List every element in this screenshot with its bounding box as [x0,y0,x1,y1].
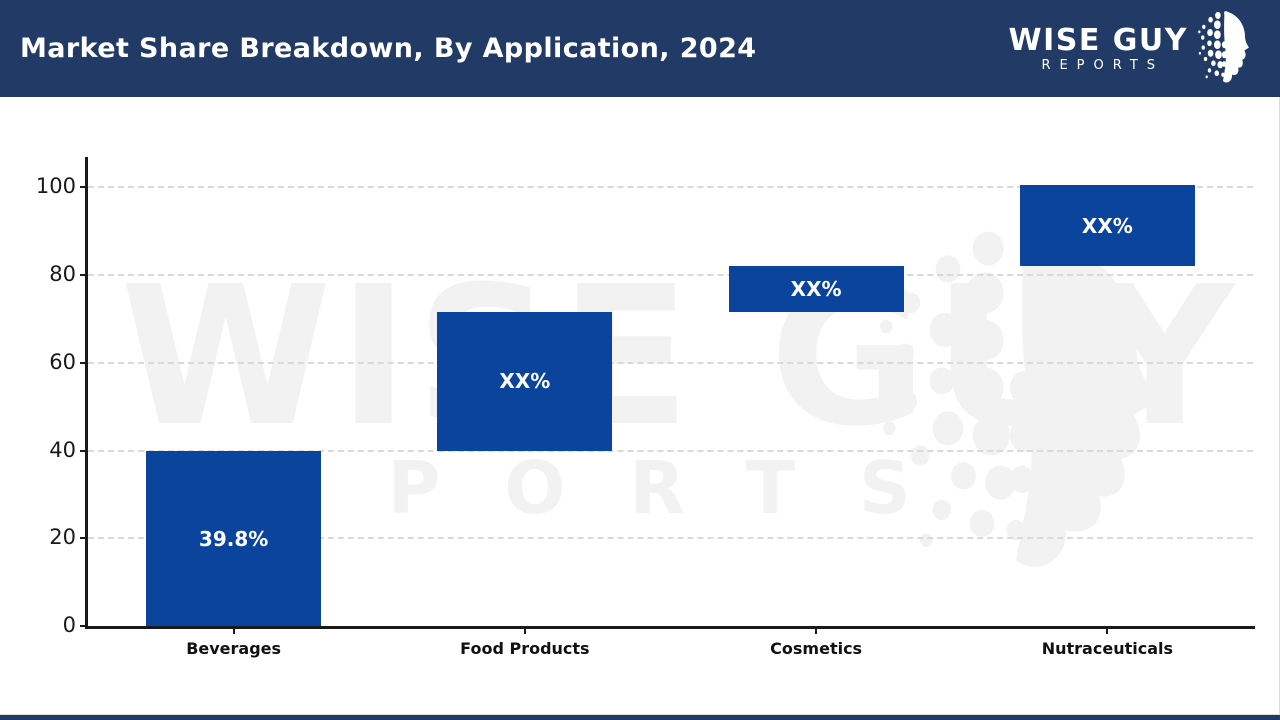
y-tick-label: 60 [49,349,76,374]
y-tick-mark [80,449,88,452]
logo-line2: REPORTS [1041,57,1165,73]
x-category-label: Food Products [460,639,590,658]
page-title: Market Share Breakdown, By Application, … [20,33,757,64]
x-axis [85,626,1255,629]
y-tick-mark [80,537,88,540]
y-tick-label: 80 [49,262,76,287]
y-tick-label: 20 [49,525,76,550]
y-tick-mark [80,186,88,189]
bar-nutraceuticals: XX% [1019,185,1195,267]
logo-face-icon [1198,10,1249,82]
bar-food-products: XX% [437,312,613,451]
header-band: Market Share Breakdown, By Application, … [0,0,1280,97]
footer-bar [0,715,1280,720]
x-tick-mark [232,626,235,634]
bar-value-label: XX% [790,277,842,302]
logo-wordmark: WISE GUY REPORTS [1008,22,1188,73]
x-category-label: Nutraceuticals [1041,639,1173,658]
x-tick-mark [523,626,526,634]
bar-value-label: 39.8% [198,526,269,551]
bar-value-label: XX% [499,369,551,394]
y-tick-mark [80,361,88,364]
logo-line1: WISE GUY [1008,22,1188,58]
y-axis [85,157,88,629]
wiseguy-logo: WISE GUY REPORTS [1008,9,1254,89]
bar-beverages: 39.8% [146,451,322,626]
x-category-label: Cosmetics [770,639,863,658]
gridline-80 [88,274,1253,277]
gridline-40 [88,449,1253,452]
bar-cosmetics: XX% [728,266,904,313]
y-tick-label: 40 [49,437,76,462]
y-tick-label: 100 [35,174,76,199]
x-tick-mark [1106,626,1109,634]
y-tick-mark [80,625,88,627]
x-category-label: Beverages [186,639,282,658]
gridline-20 [88,537,1253,540]
y-tick-label: 0 [62,613,76,637]
bar-value-label: XX% [1081,213,1133,238]
x-tick-mark [815,626,818,634]
gridline-60 [88,361,1253,364]
gridline-100 [88,186,1253,189]
y-tick-mark [80,274,88,277]
